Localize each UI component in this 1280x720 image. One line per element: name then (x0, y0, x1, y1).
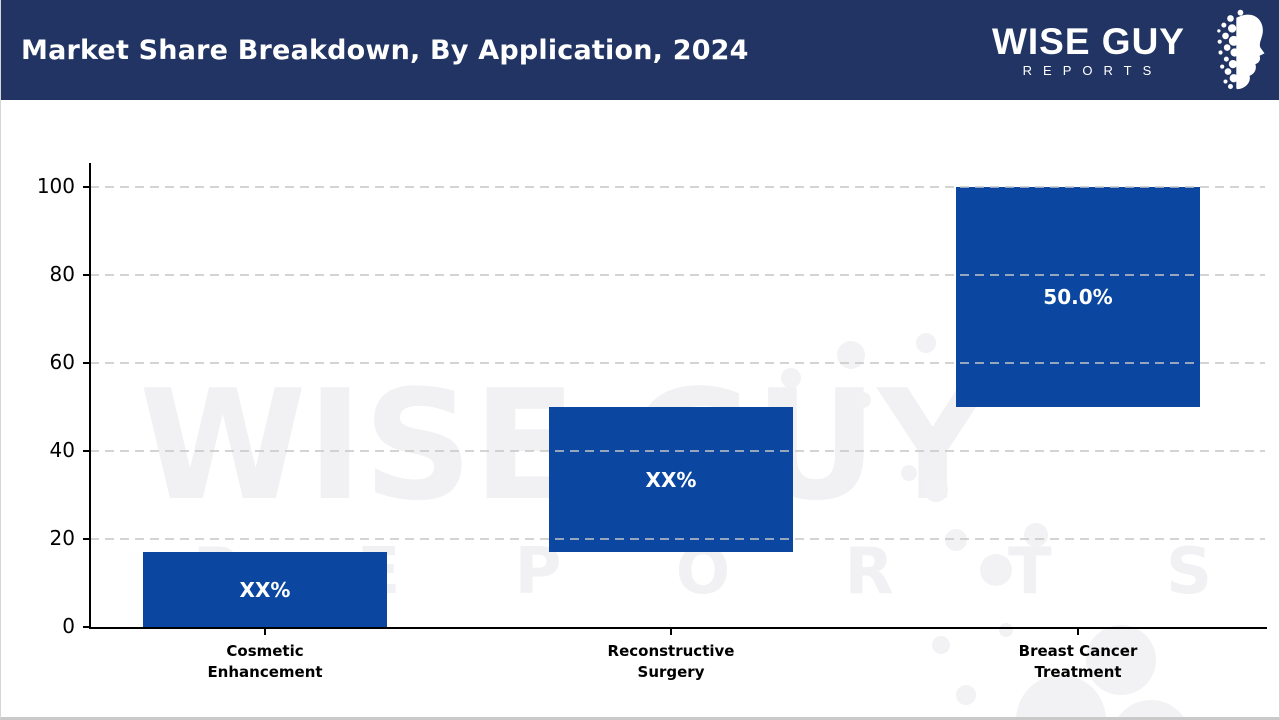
x-category-label-2: Reconstructive Surgery (607, 642, 735, 681)
page-title: Market Share Breakdown, By Application, … (21, 34, 749, 66)
x-category-label-3: Breast Cancer Treatment (1018, 642, 1138, 681)
y-tick-label-0: 0 (62, 614, 75, 638)
gridline-100 (90, 186, 1265, 188)
y-tick-80 (83, 274, 90, 276)
chart-area: WISE GUY R E P O R T S 0 20 40 60 80 100 XX% XX… (1, 100, 1279, 717)
bar-value-label-3: 50.0% (1043, 285, 1113, 309)
y-tick-100 (83, 186, 90, 188)
bar-value-label-1: XX% (239, 577, 291, 602)
y-tick-60 (83, 362, 90, 364)
bar-segment-2: XX% (549, 407, 793, 553)
x-tick-3 (1077, 629, 1079, 635)
y-tick-label-20: 20 (49, 526, 75, 550)
logo-text: WISE GUY REPORTS (992, 23, 1185, 78)
logo-wordmark: WISE GUY (991, 20, 1185, 62)
y-tick-label-40: 40 (49, 438, 75, 462)
y-tick-label-60: 60 (49, 350, 75, 374)
bar-segment-3: 50.0% (956, 187, 1200, 407)
y-tick-label-100: 100 (36, 174, 75, 198)
header-banner: Market Share Breakdown, By Application, … (1, 0, 1279, 100)
x-tick-1 (264, 629, 266, 635)
x-axis-line (89, 627, 1267, 629)
y-tick-40 (83, 450, 90, 452)
y-tick-label-80: 80 (49, 262, 75, 286)
logo-subtitle: REPORTS (1022, 62, 1163, 78)
dotted-face-icon (1217, 9, 1265, 90)
wise-guy-reports-logo: WISE GUY REPORTS (992, 8, 1279, 92)
bar-segment-1: XX% (143, 552, 387, 627)
gridline-60 (90, 362, 1265, 364)
y-tick-0 (83, 626, 90, 628)
y-tick-20 (83, 538, 90, 540)
gridline-80 (90, 274, 1265, 276)
x-category-label-1: Cosmetic Enhancement (207, 642, 323, 681)
watermark-dotted-face (781, 333, 1184, 717)
x-tick-2 (670, 629, 672, 635)
bar-value-label-2: XX% (645, 467, 697, 492)
y-axis-line (89, 163, 91, 629)
gridline-20 (90, 538, 1265, 540)
gridline-40 (90, 450, 1265, 452)
